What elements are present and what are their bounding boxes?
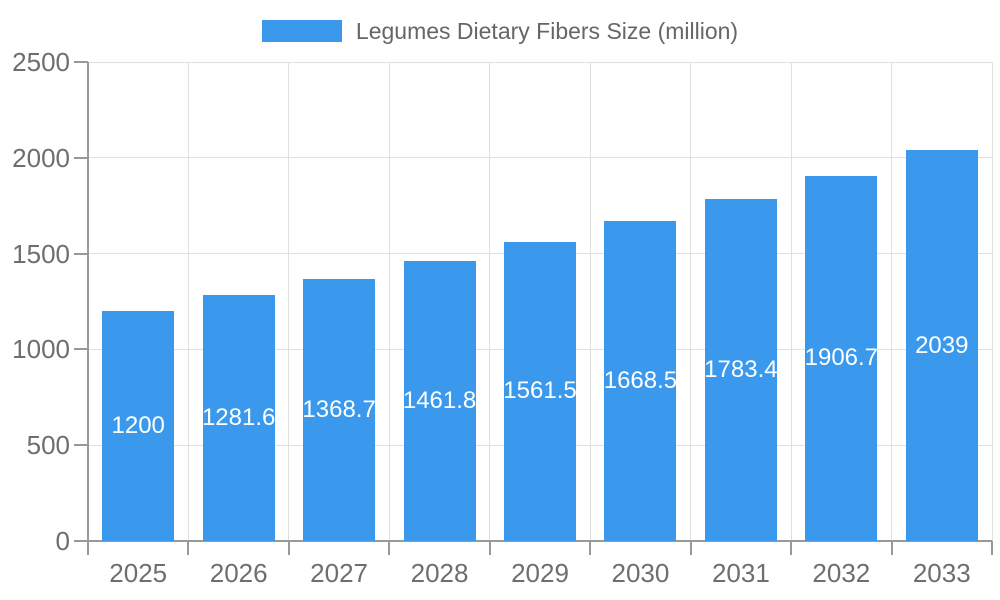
y-tick-label: 2500: [12, 47, 70, 77]
x-tick: [388, 541, 391, 555]
x-tick: [287, 541, 290, 555]
x-tick-label-2030: 2030: [611, 558, 670, 588]
v-gridline: [589, 62, 591, 541]
bar-2028[interactable]: 1461.8: [402, 260, 477, 541]
legend-label: Legumes Dietary Fibers Size (million): [355, 18, 739, 44]
h-gridline: [88, 61, 992, 63]
x-tick-label-2025: 2025: [109, 558, 168, 588]
x-tick-label-2027: 2027: [310, 558, 369, 588]
y-tick-label: 1000: [12, 334, 70, 365]
x-tick: [689, 541, 692, 555]
bar-value-label: 1461.8: [402, 386, 477, 414]
y-tick-label: 0: [55, 526, 70, 556]
bar-2033[interactable]: 2039: [905, 150, 978, 541]
legend-swatch: [261, 20, 342, 42]
bar-2031[interactable]: 1783.4: [704, 199, 778, 541]
y-tick: [74, 252, 88, 255]
bar-value-label: 1281.6: [201, 404, 276, 432]
bar-2029[interactable]: 1561.5: [503, 241, 577, 541]
x-tick-label-2032: 2032: [812, 558, 871, 588]
v-gridline: [790, 62, 792, 541]
x-tick: [589, 541, 592, 555]
chart-legend: Legumes Dietary Fibers Size (million): [0, 17, 1000, 45]
y-tick: [74, 444, 88, 447]
v-gridline: [891, 62, 893, 541]
h-gridline: [88, 157, 992, 159]
y-tick-label: 1500: [12, 238, 70, 269]
bar-value-label: 1783.4: [704, 356, 778, 384]
x-axis-line: [74, 540, 992, 542]
bar-value-label: 2039: [915, 331, 969, 359]
v-gridline: [489, 62, 491, 541]
v-gridline: [187, 62, 189, 541]
x-tick-label-2026: 2026: [209, 558, 268, 588]
y-tick: [74, 156, 88, 159]
bar-2032[interactable]: 1906.7: [804, 175, 879, 541]
x-tick: [187, 541, 190, 555]
bar-2030[interactable]: 1668.5: [603, 221, 678, 541]
bar-value-label: 1200: [111, 412, 165, 440]
y-tick-label: 2000: [12, 142, 70, 173]
v-gridline: [991, 62, 993, 541]
x-tick: [890, 541, 893, 555]
x-tick-label-2031: 2031: [711, 558, 770, 588]
v-gridline: [690, 62, 692, 541]
x-tick-label-2029: 2029: [511, 558, 569, 588]
x-tick: [488, 541, 491, 555]
legend-item-series[interactable]: Legumes Dietary Fibers Size (million): [261, 17, 739, 45]
x-tick-label-2028: 2028: [410, 558, 469, 588]
y-tick-label: 500: [26, 430, 70, 461]
bar-2027[interactable]: 1368.7: [302, 278, 376, 541]
bar-value-label: 1906.7: [804, 344, 879, 372]
y-tick: [74, 348, 88, 351]
bar-value-label: 1368.7: [302, 395, 376, 423]
bar-2025[interactable]: 1200: [102, 311, 175, 541]
x-tick: [790, 541, 793, 555]
v-gridline: [388, 62, 390, 541]
bar-value-label: 1668.5: [603, 367, 678, 395]
x-tick: [991, 541, 993, 555]
v-gridline: [288, 62, 290, 541]
y-axis-line: [87, 62, 89, 555]
x-tick-label-2033: 2033: [912, 558, 971, 588]
bar-value-label: 1561.5: [503, 377, 577, 405]
y-tick: [74, 61, 88, 63]
bar-2026[interactable]: 1281.6: [201, 295, 276, 541]
